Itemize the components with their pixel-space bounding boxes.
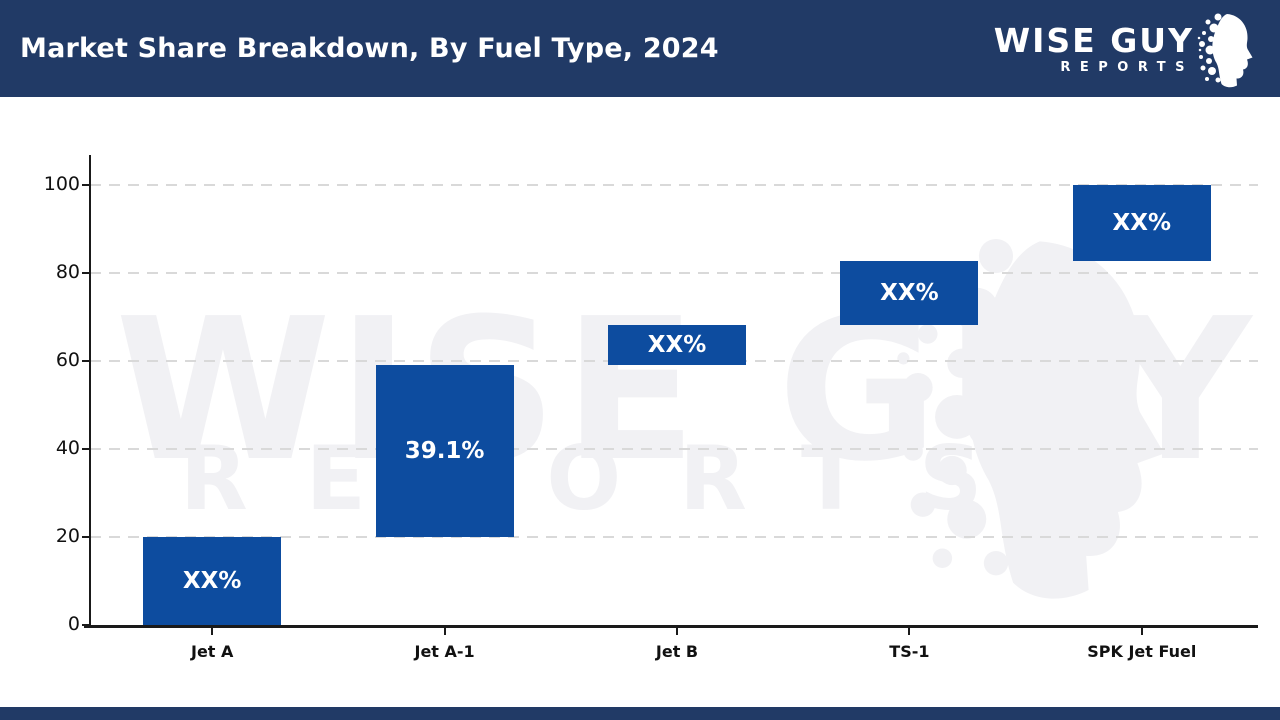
gridline bbox=[90, 448, 1258, 450]
y-axis-tick bbox=[82, 184, 90, 186]
bar-value-label: XX% bbox=[1112, 210, 1172, 237]
x-axis-tick bbox=[908, 628, 911, 635]
y-axis-tick bbox=[82, 448, 90, 450]
x-axis-tick bbox=[1140, 628, 1143, 635]
x-axis bbox=[84, 625, 1258, 628]
header: Market Share Breakdown, By Fuel Type, 20… bbox=[0, 0, 1280, 97]
footer-bar bbox=[0, 707, 1280, 720]
x-tick-label: SPK Jet Fuel bbox=[1087, 642, 1197, 661]
x-axis-tick bbox=[443, 628, 446, 635]
page-title: Market Share Breakdown, By Fuel Type, 20… bbox=[20, 33, 719, 64]
x-axis-tick bbox=[676, 628, 678, 635]
brand-logo: WISE GUY REPORTS bbox=[994, 9, 1262, 89]
bar-value-label: XX% bbox=[647, 331, 707, 358]
brand-name: WISE GUY bbox=[993, 20, 1194, 60]
y-tick-label: 100 bbox=[43, 173, 80, 195]
brand-face-icon bbox=[1197, 13, 1253, 87]
y-axis-tick bbox=[82, 360, 90, 362]
bar-spk-jet-fuel: XX% bbox=[1072, 185, 1211, 262]
bar-value-label: 39.1% bbox=[404, 437, 485, 464]
gridline bbox=[90, 536, 1258, 538]
watermark-text-2: REPORTS bbox=[180, 427, 1041, 530]
chart-area: WISE GUY REPORTS 0 20 40 60 80 100 XX% Jet A 39.… bbox=[0, 97, 1280, 707]
gridline bbox=[90, 272, 1258, 274]
gridline bbox=[90, 184, 1258, 186]
y-tick-label: 60 bbox=[55, 349, 80, 371]
x-tick-label: TS-1 bbox=[889, 642, 930, 661]
y-axis bbox=[89, 155, 91, 627]
y-axis-tick bbox=[82, 272, 90, 274]
bar-ts-1: XX% bbox=[840, 261, 979, 325]
x-tick-label: Jet A bbox=[190, 642, 234, 661]
bar-value-label: XX% bbox=[880, 280, 939, 306]
bar-value-label: XX% bbox=[182, 568, 242, 594]
y-tick-label: 20 bbox=[55, 525, 80, 547]
x-tick-label: Jet A-1 bbox=[414, 642, 475, 661]
y-axis-tick bbox=[82, 536, 90, 538]
y-tick-label: 0 bbox=[67, 613, 80, 635]
y-tick-label: 80 bbox=[55, 261, 80, 283]
y-tick-label: 40 bbox=[55, 437, 80, 459]
bar-jet-a-1: 39.1% bbox=[375, 364, 514, 537]
brand-tagline: REPORTS bbox=[1060, 59, 1194, 75]
bar-jet-a: XX% bbox=[143, 537, 282, 625]
bar-jet-b: XX% bbox=[608, 324, 746, 365]
x-tick-label: Jet B bbox=[655, 642, 699, 661]
x-axis-tick bbox=[211, 628, 214, 635]
